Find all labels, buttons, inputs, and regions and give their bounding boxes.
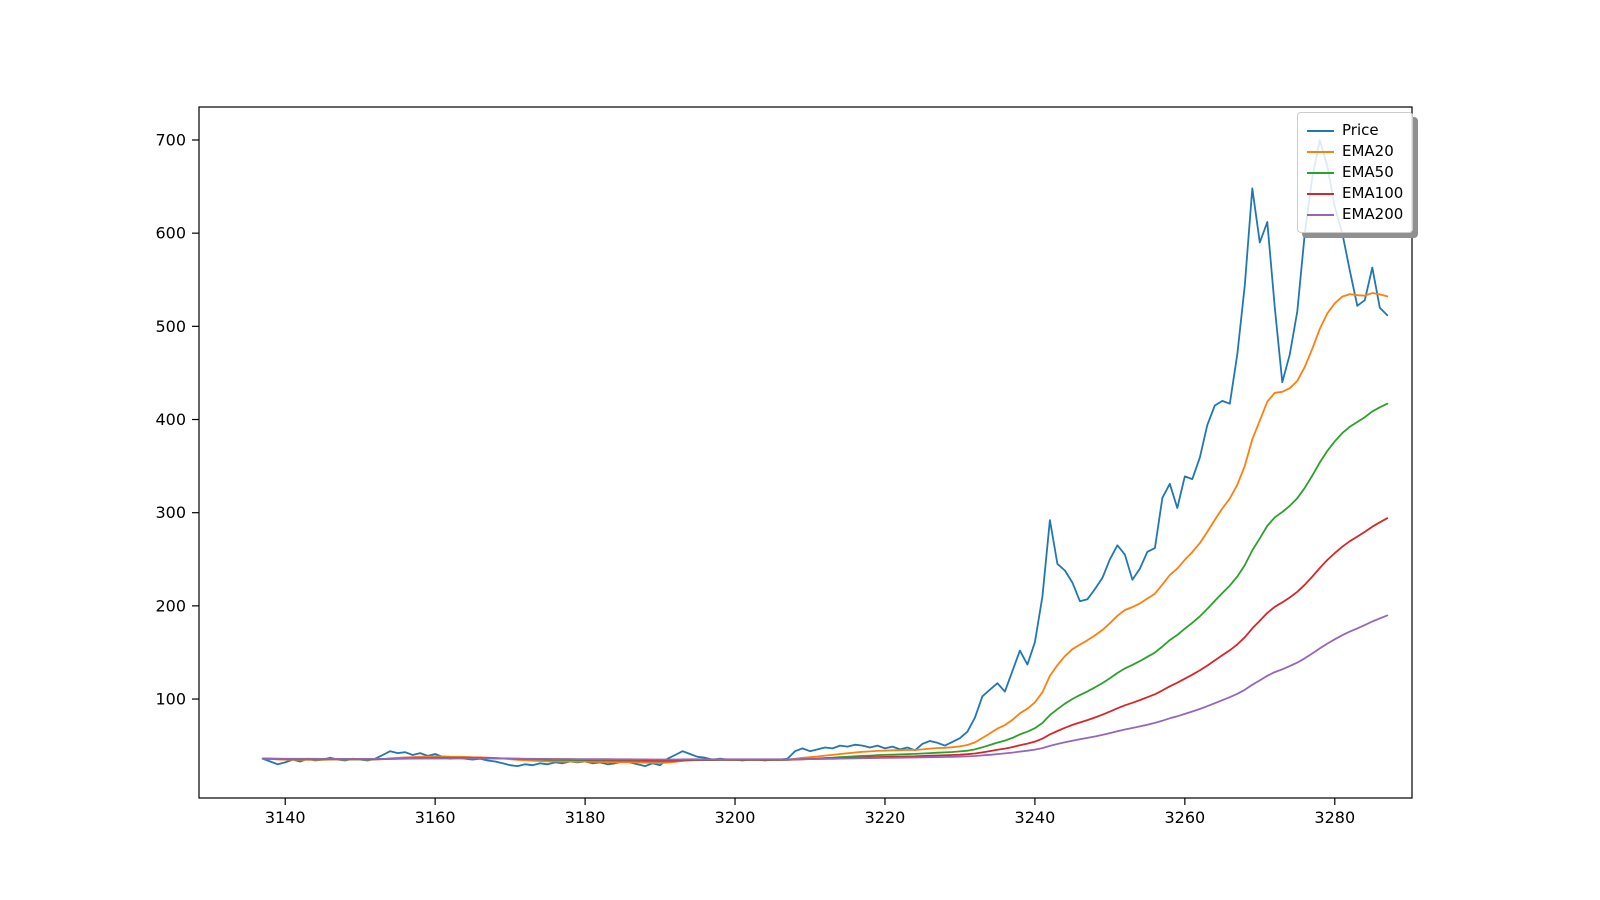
legend-item-price: Price <box>1307 120 1403 141</box>
legend-swatch-ema50-icon <box>1307 171 1334 174</box>
legend-swatch-price-icon <box>1307 129 1334 132</box>
legend-swatch-ema200-icon <box>1307 213 1334 216</box>
legend-item-ema20: EMA20 <box>1307 141 1403 162</box>
legend-label-ema50: EMA50 <box>1342 163 1394 181</box>
plot-border <box>198 106 1413 799</box>
x-tick-label: 3280 <box>1314 808 1355 827</box>
legend-label-ema200: EMA200 <box>1342 205 1404 223</box>
legend-item-ema200: EMA200 <box>1307 204 1403 225</box>
y-tick-label: 500 <box>155 317 186 336</box>
series-line-ema50 <box>261 402 1389 763</box>
y-tick-label: 200 <box>155 596 186 615</box>
y-tick-label: 700 <box>155 130 186 149</box>
series-line-ema100 <box>261 517 1389 762</box>
legend-label-ema100: EMA100 <box>1342 184 1404 202</box>
legend: Price EMA20 EMA50 EMA100 EMA200 <box>1297 112 1413 233</box>
legend-item-ema100: EMA100 <box>1307 183 1403 204</box>
series-line-ema200 <box>261 614 1389 761</box>
y-tick-label: 400 <box>155 410 186 429</box>
x-tick-label: 3240 <box>1015 808 1056 827</box>
series-line-ema20 <box>261 292 1389 764</box>
legend-label-price: Price <box>1342 121 1379 139</box>
x-tick-label: 3160 <box>415 808 456 827</box>
y-tick-label: 600 <box>155 224 186 243</box>
legend-item-ema50: EMA50 <box>1307 162 1403 183</box>
series-lines <box>261 139 1389 767</box>
x-tick-label: 3140 <box>265 808 306 827</box>
legend-swatch-ema20-icon <box>1307 150 1334 153</box>
axes: 3140 3160 3180 3200 3220 3240 3260 3280 100 200 30… <box>155 130 1355 827</box>
y-tick-label: 100 <box>155 690 186 709</box>
x-tick-label: 3260 <box>1164 808 1205 827</box>
legend-label-ema20: EMA20 <box>1342 142 1394 160</box>
y-tick-label: 300 <box>155 503 186 522</box>
x-tick-label: 3180 <box>565 808 606 827</box>
legend-swatch-ema100-icon <box>1307 192 1334 195</box>
x-tick-label: 3220 <box>865 808 906 827</box>
series-line-price <box>261 139 1389 767</box>
x-tick-label: 3200 <box>715 808 756 827</box>
